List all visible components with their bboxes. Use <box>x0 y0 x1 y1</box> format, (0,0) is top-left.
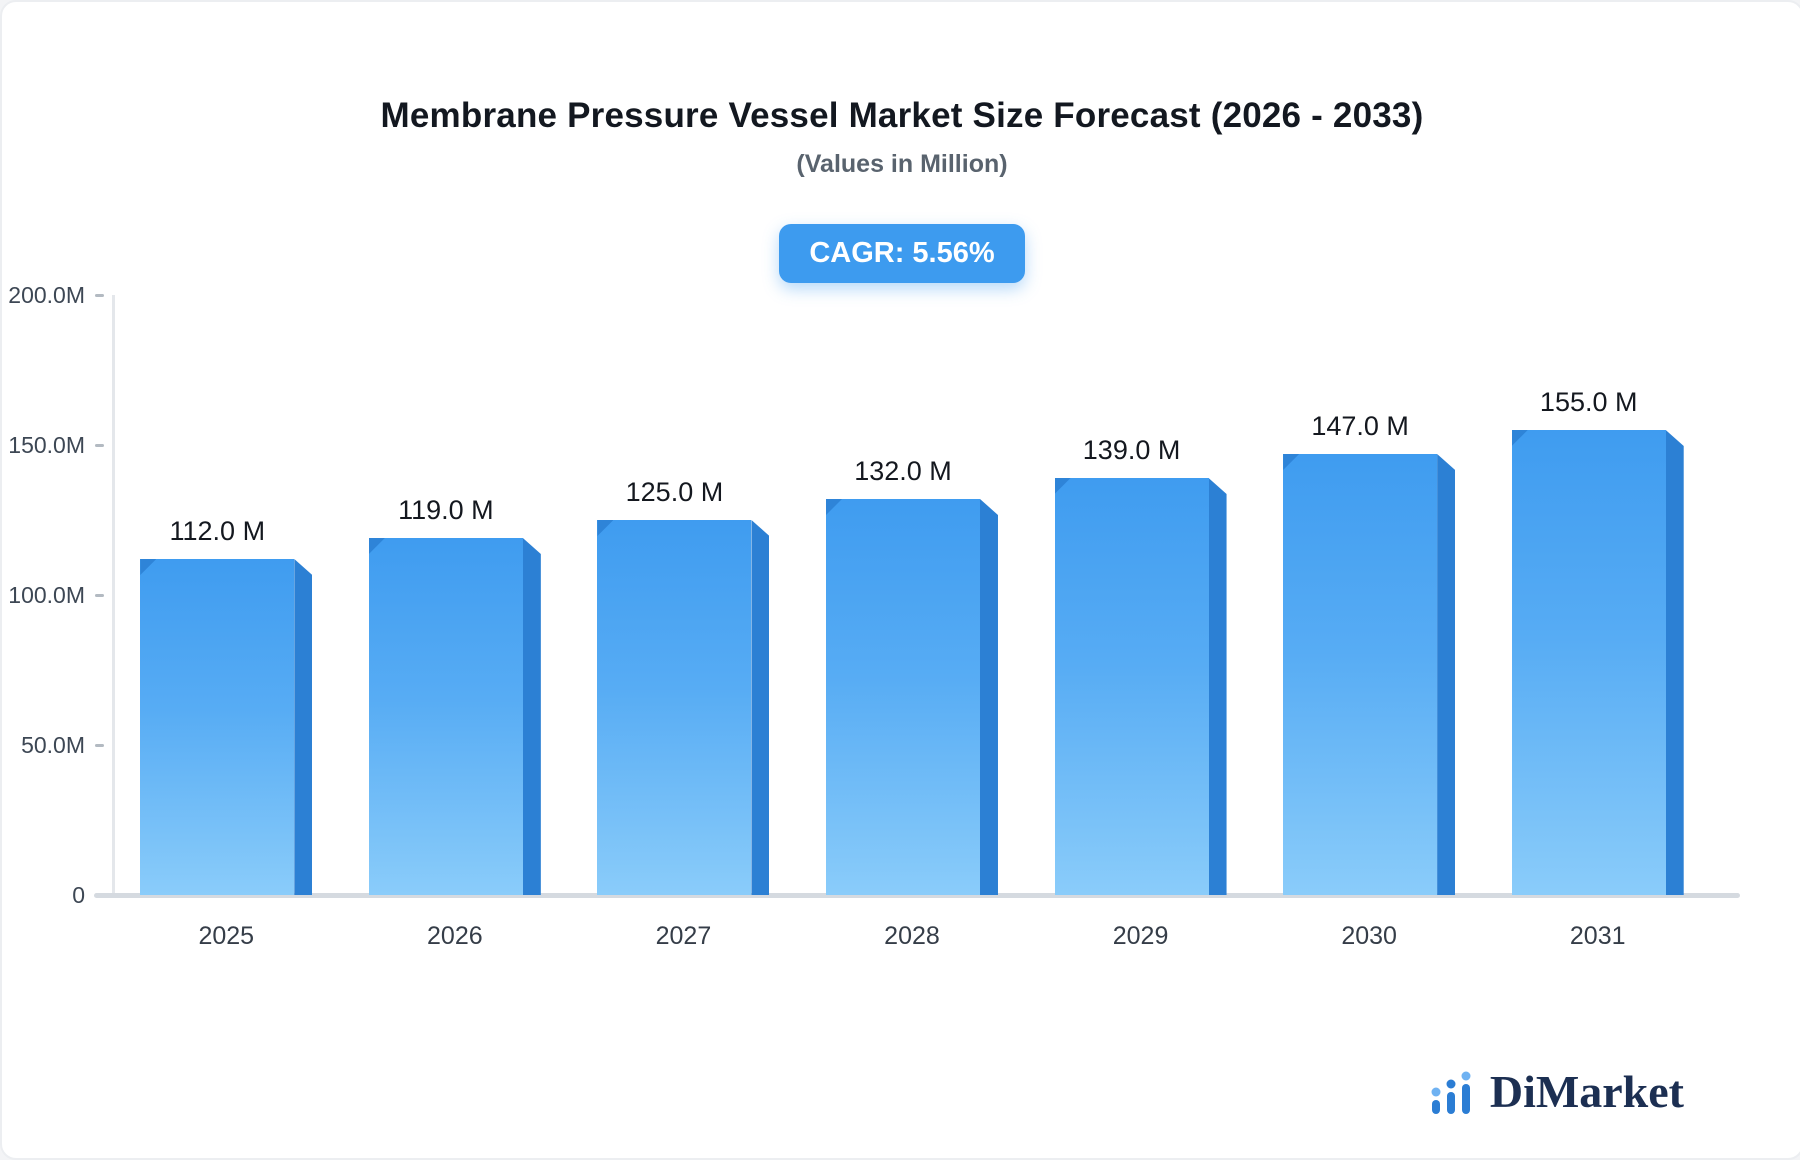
bar-side-face <box>294 559 313 895</box>
y-tick-mark <box>95 293 104 297</box>
bar-value-label: 112.0 M <box>169 516 266 546</box>
y-tick-mark <box>95 443 104 447</box>
bar-face <box>1511 430 1666 895</box>
bar <box>825 499 998 895</box>
bar-side-face <box>979 499 998 895</box>
chart-subtitle: (Values in Million) <box>796 150 1008 178</box>
logo: DiMarket <box>1426 1066 1684 1118</box>
y-tick-label: 200.0M <box>8 281 85 308</box>
bar <box>368 538 541 895</box>
x-axis-baseline <box>94 893 1740 898</box>
bar <box>1283 454 1456 895</box>
bar-group: 139.0 M 2029 <box>1026 295 1255 950</box>
x-axis-label: 2025 <box>198 922 255 950</box>
x-axis-label: 2026 <box>427 922 483 950</box>
bar-face <box>1054 478 1209 895</box>
bar-face <box>825 499 980 895</box>
bar <box>1511 430 1684 895</box>
bar-face <box>368 538 523 895</box>
y-tick: 150.0M <box>8 431 104 459</box>
y-tick: 200.0M <box>8 281 104 309</box>
bar-value-label: 139.0 M <box>1082 435 1181 465</box>
bar-group: 112.0 M 2025 <box>112 295 341 950</box>
x-axis-label: 2028 <box>884 922 940 950</box>
bar-value-label: 155.0 M <box>1539 387 1638 417</box>
y-tick: 50.0M <box>21 731 104 759</box>
y-tick-label: 0 <box>72 881 85 908</box>
x-axis-label: 2031 <box>1569 922 1626 950</box>
bar <box>597 520 770 895</box>
y-axis: 200.0M 150.0M 100.0M 50.0M 0 <box>2 282 104 908</box>
logo-text: DiMarket <box>1489 1066 1684 1117</box>
y-tick-label: 50.0M <box>21 731 85 758</box>
bar-chart-icon <box>1431 1071 1471 1114</box>
y-tick-label: 100.0M <box>8 581 85 608</box>
bar-value-label: 125.0 M <box>625 477 724 507</box>
bar-group: 119.0 M 2026 <box>341 295 570 950</box>
bar-face <box>597 520 752 895</box>
x-axis-label: 2029 <box>1112 922 1169 950</box>
x-axis-label: 2030 <box>1341 922 1397 950</box>
x-axis-label: 2027 <box>655 922 712 950</box>
bar-side-face <box>1665 430 1684 895</box>
y-tick-mark <box>95 743 104 747</box>
y-tick: 100.0M <box>8 581 104 609</box>
y-axis-line <box>112 295 115 895</box>
bar-side-face <box>522 538 541 895</box>
y-tick-label: 150.0M <box>8 431 85 458</box>
chart-title: Membrane Pressure Vessel Market Size For… <box>380 96 1424 135</box>
bar-side-face <box>751 520 770 895</box>
bar-value-label: 132.0 M <box>854 456 952 486</box>
cagr-badge: CAGR: 5.56% <box>779 224 1025 283</box>
cagr-badge-wrap: CAGR: 5.56% <box>2 224 1800 283</box>
bar <box>1054 478 1227 895</box>
bar-face <box>1283 454 1438 895</box>
bar-side-face <box>1208 478 1227 895</box>
bar-group: 132.0 M 2028 <box>798 295 1027 950</box>
y-tick-mark <box>95 593 104 597</box>
bar <box>140 559 313 895</box>
plot-area: 112.0 M 2025 119.0 M 2026 125.0 M 2027 132.0 M… <box>112 295 1712 950</box>
bar-value-label: 119.0 M <box>398 495 494 525</box>
bar-group: 125.0 M 2027 <box>569 295 798 950</box>
bar-group: 155.0 M 2031 <box>1483 295 1712 950</box>
bar-value-label: 147.0 M <box>1311 411 1409 441</box>
bar-side-face <box>1437 454 1456 895</box>
bar-group: 147.0 M 2030 <box>1255 295 1484 950</box>
bar-face <box>140 559 295 895</box>
